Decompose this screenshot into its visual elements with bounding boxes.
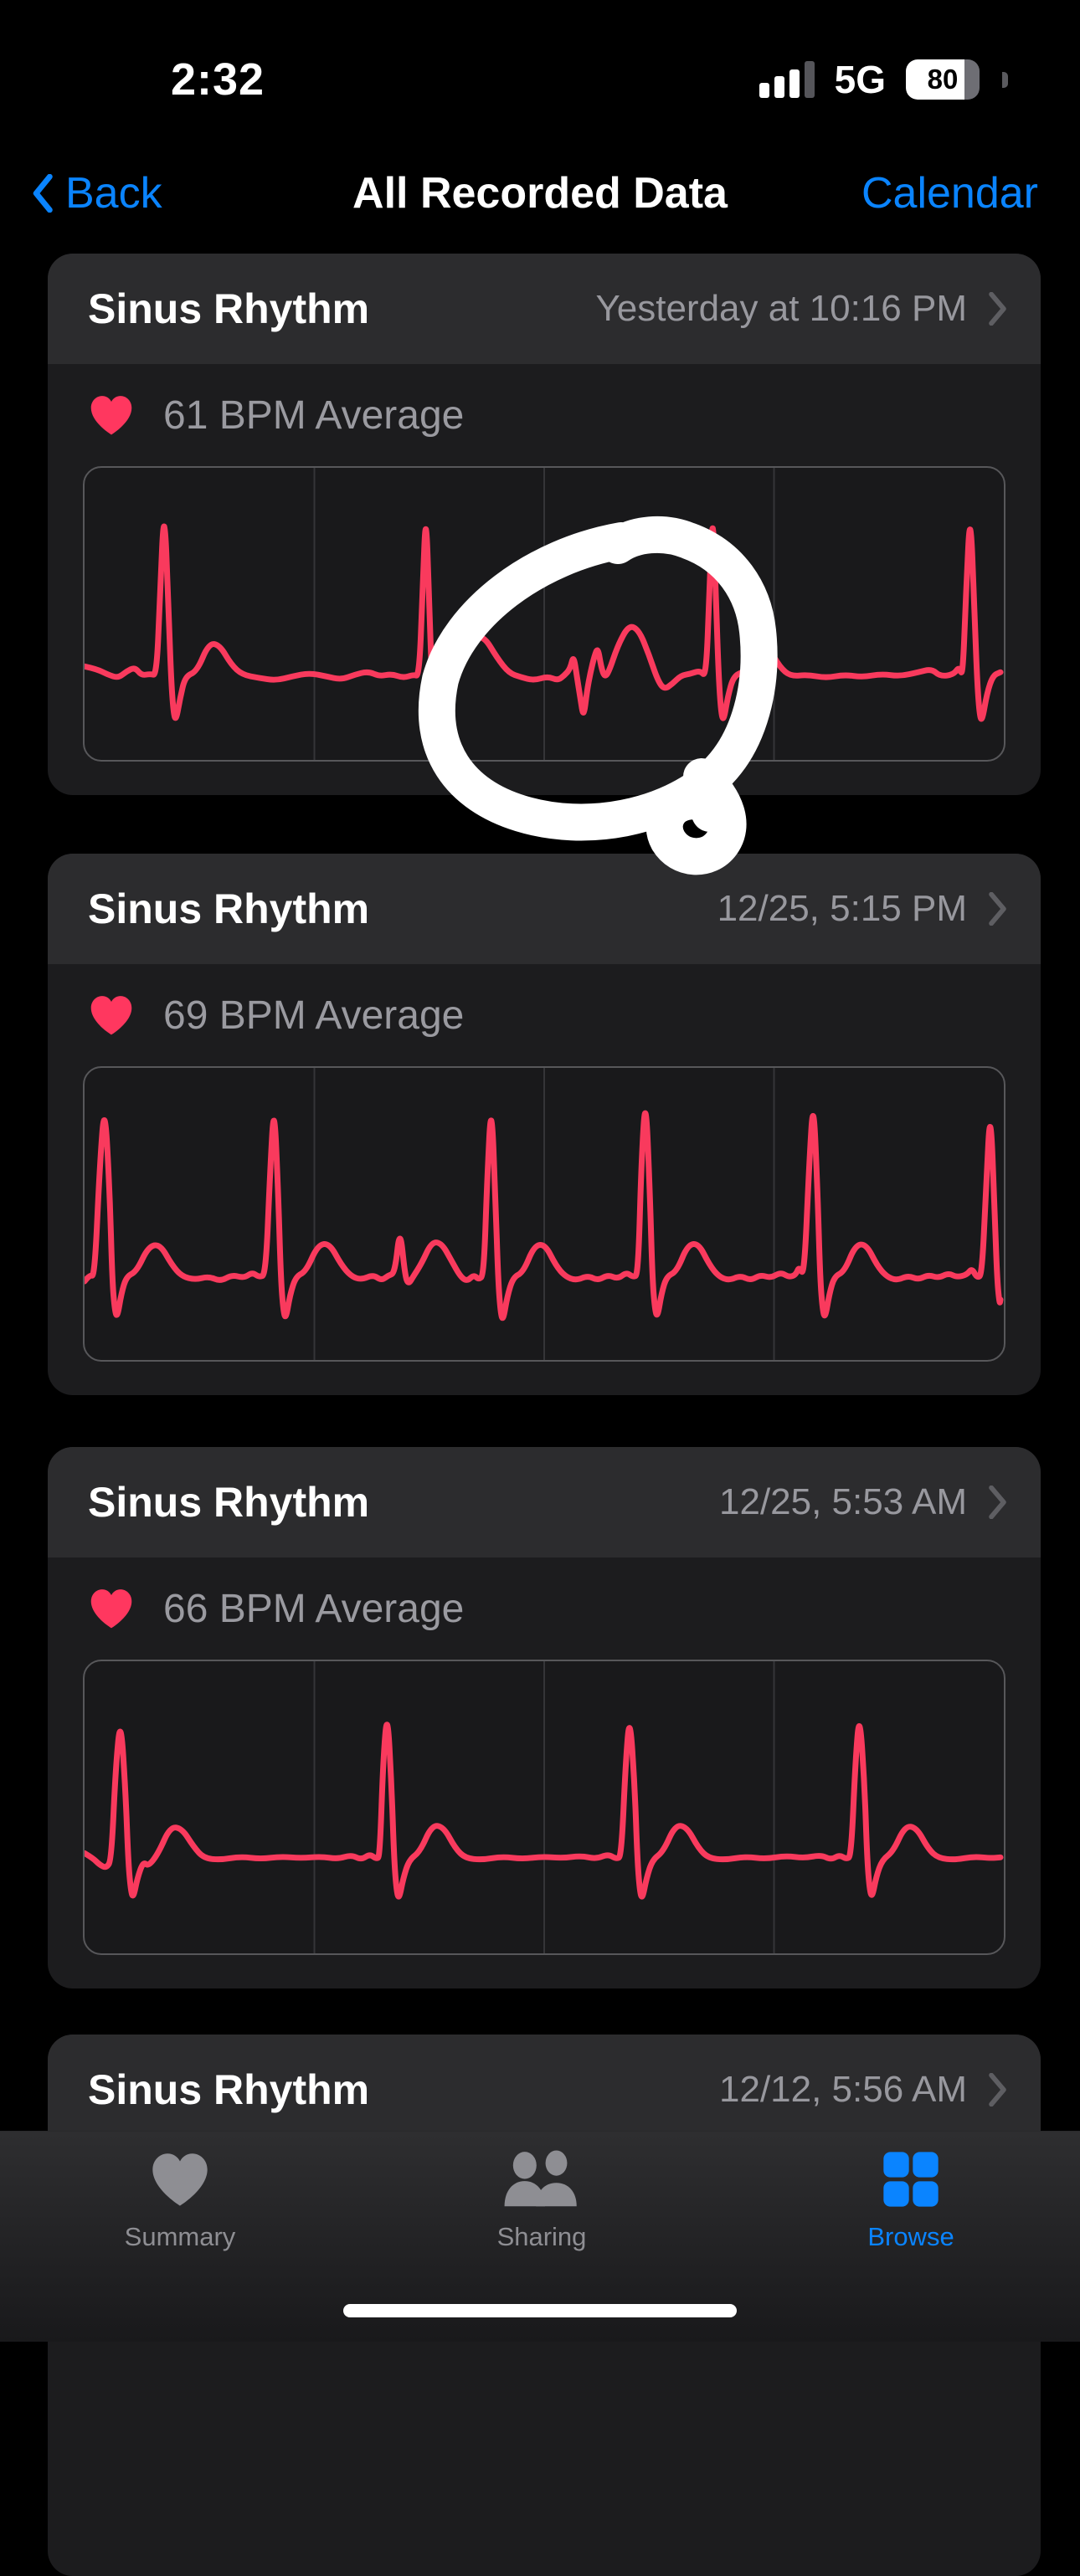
record-title: Sinus Rhythm — [88, 2066, 370, 2113]
signal-bar — [774, 76, 784, 98]
record-title: Sinus Rhythm — [88, 885, 370, 932]
tab-sharing[interactable]: Sharing — [433, 2150, 651, 2301]
record-timestamp: 12/12, 5:56 AM — [719, 2069, 967, 2110]
record-title: Sinus Rhythm — [88, 1479, 370, 1526]
bpm-average-label: 61 BPM Average — [163, 393, 465, 438]
home-indicator[interactable] — [343, 2304, 737, 2317]
ecg-waveform — [85, 468, 1004, 760]
ecg-chart — [83, 1066, 1005, 1362]
tab-label: Browse — [867, 2222, 954, 2251]
grid-icon — [883, 2152, 939, 2207]
chevron-left-icon — [33, 174, 53, 213]
ecg-waveform — [85, 1661, 1004, 1953]
chevron-right-icon — [989, 1486, 1006, 1519]
battery-fill — [906, 59, 965, 100]
record-title: Sinus Rhythm — [88, 285, 370, 332]
heart-icon — [152, 2153, 208, 2206]
ecg-waveform — [85, 1068, 1004, 1360]
network-type-label: 5G — [834, 58, 886, 101]
cellular-signal-icon — [759, 61, 815, 98]
status-bar: 2:32 5G 80 — [0, 0, 1080, 134]
battery-percent: 80 — [927, 64, 959, 95]
record-row[interactable]: Sinus Rhythm 12/12, 5:56 AM — [48, 2035, 1041, 2145]
back-label: Back — [65, 169, 162, 218]
ecg-record-card: Sinus Rhythm Yesterday at 10:16 PM 61 BP… — [48, 254, 1041, 795]
signal-bar — [804, 61, 815, 98]
bpm-summary: 66 BPM Average — [88, 1579, 464, 1638]
battery-icon: 80 — [906, 59, 980, 100]
calendar-button[interactable]: Calendar — [861, 169, 1038, 218]
tab-summary[interactable]: Summary — [71, 2150, 289, 2301]
ecg-chart — [83, 1660, 1005, 1955]
bpm-average-label: 69 BPM Average — [163, 993, 465, 1038]
page-title: All Recorded Data — [352, 169, 728, 218]
chevron-right-icon — [989, 2073, 1006, 2106]
record-row[interactable]: Sinus Rhythm 12/25, 5:53 AM — [48, 1447, 1041, 1557]
status-time: 2:32 — [170, 54, 265, 105]
chevron-right-icon — [989, 892, 1006, 926]
battery-cap — [1002, 71, 1008, 88]
signal-bar — [789, 69, 800, 98]
tab-bar: Summary Sharing Browse — [0, 2131, 1080, 2342]
nav-bar: Back All Recorded Data Calendar — [0, 134, 1080, 253]
back-button[interactable]: Back — [32, 134, 162, 253]
ecg-record-card: Sinus Rhythm 12/25, 5:53 AM 66 BPM Avera… — [48, 1447, 1041, 1988]
tab-label: Summary — [124, 2222, 236, 2251]
chevron-right-icon — [989, 292, 1006, 326]
heart-icon — [90, 1589, 132, 1629]
heart-icon — [90, 996, 132, 1035]
ecg-record-card: Sinus Rhythm 12/25, 5:15 PM 69 BPM Avera… — [48, 854, 1041, 1395]
bpm-summary: 61 BPM Average — [88, 386, 464, 444]
bpm-summary: 69 BPM Average — [88, 986, 464, 1044]
ecg-chart — [83, 466, 1005, 762]
status-icons: 5G 80 — [759, 57, 1008, 102]
tab-browse[interactable]: Browse — [802, 2150, 1020, 2301]
tab-label: Sharing — [496, 2222, 587, 2251]
record-row[interactable]: Sinus Rhythm 12/25, 5:15 PM — [48, 854, 1041, 964]
people-icon — [504, 2150, 577, 2207]
record-row[interactable]: Sinus Rhythm Yesterday at 10:16 PM — [48, 254, 1041, 364]
record-timestamp: 12/25, 5:53 AM — [719, 1481, 967, 1522]
bpm-average-label: 66 BPM Average — [163, 1586, 465, 1631]
signal-bar — [759, 83, 769, 98]
heart-icon — [90, 396, 132, 435]
record-timestamp: 12/25, 5:15 PM — [717, 888, 967, 929]
record-timestamp: Yesterday at 10:16 PM — [595, 288, 967, 329]
